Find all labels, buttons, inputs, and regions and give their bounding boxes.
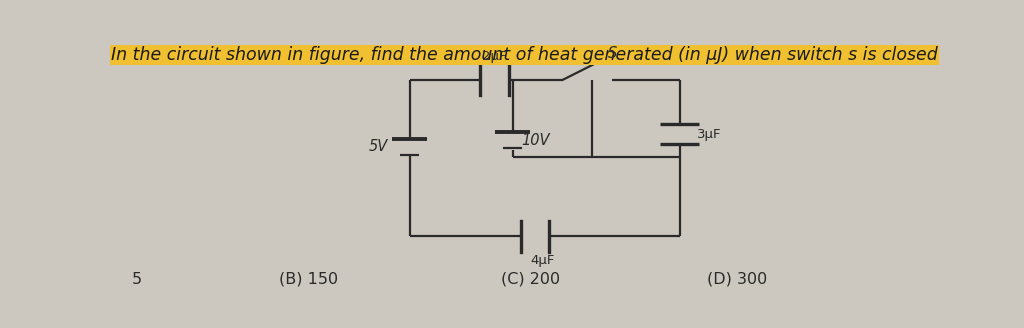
Text: (D) 300: (D) 300 (708, 272, 768, 287)
Text: 3μF: 3μF (697, 128, 722, 141)
Text: (C) 200: (C) 200 (501, 272, 560, 287)
Text: 5: 5 (132, 272, 142, 287)
Text: 10V: 10V (521, 133, 549, 148)
Text: In the circuit shown in figure, find the amount of heat generated (in μJ) when s: In the circuit shown in figure, find the… (112, 46, 938, 64)
Text: (B) 150: (B) 150 (279, 272, 338, 287)
Text: 4μF: 4μF (530, 254, 555, 267)
Text: 2μF: 2μF (482, 51, 507, 63)
Text: 5V: 5V (369, 139, 387, 154)
Text: S: S (608, 46, 617, 61)
